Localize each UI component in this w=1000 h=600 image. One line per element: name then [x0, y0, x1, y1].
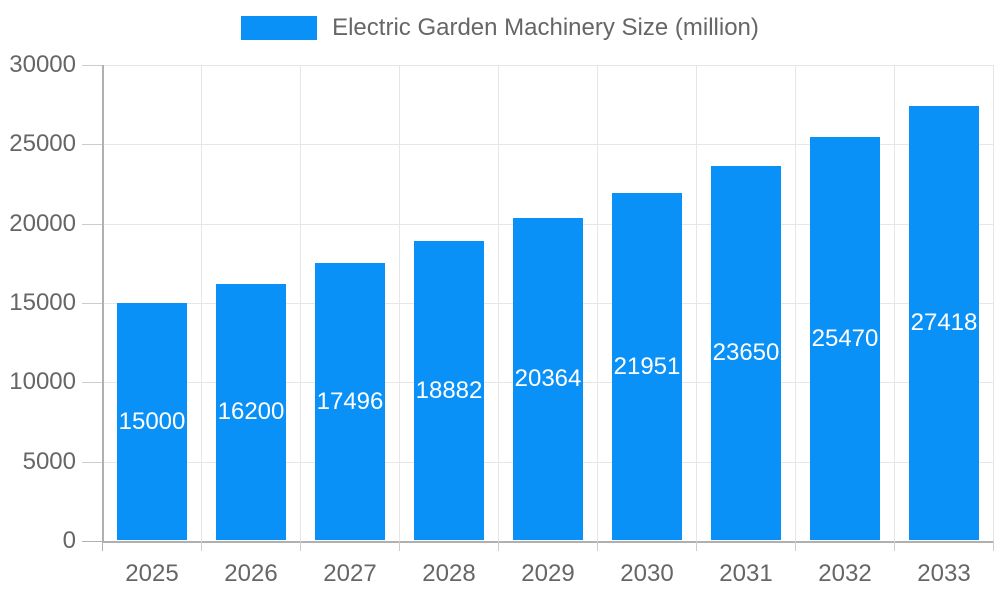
gridline-vertical [201, 65, 202, 541]
x-tick-mark [498, 541, 499, 551]
x-tick-label: 2025 [125, 560, 179, 587]
x-tick-label: 2030 [620, 560, 674, 587]
y-tick-label: 10000 [9, 368, 76, 395]
y-tick-mark [82, 462, 102, 463]
bar[interactable] [315, 263, 385, 540]
y-tick-label: 25000 [9, 130, 76, 157]
y-tick-mark [82, 65, 102, 66]
gridline-vertical [300, 65, 301, 541]
x-tick-label: 2029 [521, 560, 575, 587]
y-tick-mark [82, 382, 102, 383]
gridline-vertical [498, 65, 499, 541]
bar[interactable] [414, 241, 484, 540]
y-tick-mark [82, 303, 102, 304]
y-axis-line [102, 65, 104, 541]
x-tick-label: 2028 [422, 560, 476, 587]
gridline-horizontal [102, 144, 993, 145]
x-tick-label: 2031 [719, 560, 773, 587]
x-axis-line [102, 541, 993, 543]
y-tick-label: 20000 [9, 210, 76, 237]
x-tick-mark [201, 541, 202, 551]
x-tick-mark [102, 541, 103, 551]
y-tick-mark [82, 224, 102, 225]
bar-value-label: 20364 [514, 365, 582, 392]
y-tick-label: 0 [62, 527, 76, 554]
bar-value-label: 15000 [118, 408, 186, 435]
x-tick-mark [894, 541, 895, 551]
bar-value-label: 27418 [910, 309, 978, 336]
bar-value-label: 23650 [712, 339, 780, 366]
gridline-vertical [399, 65, 400, 541]
gridline-vertical [696, 65, 697, 541]
bar[interactable] [117, 303, 187, 540]
gridline-vertical [597, 65, 598, 541]
y-tick-mark [82, 541, 102, 542]
bar[interactable] [810, 137, 880, 540]
legend-swatch [241, 16, 318, 40]
y-tick-label: 30000 [9, 51, 76, 78]
x-tick-label: 2033 [917, 560, 971, 587]
x-tick-label: 2032 [818, 560, 872, 587]
x-tick-mark [300, 541, 301, 551]
bar-value-label: 17496 [316, 388, 384, 415]
y-tick-label: 5000 [22, 448, 76, 475]
gridline-horizontal [102, 65, 993, 66]
bar-value-label: 21951 [613, 353, 681, 380]
x-tick-mark [597, 541, 598, 551]
x-tick-mark [993, 541, 994, 551]
bar-value-label: 25470 [811, 325, 879, 352]
x-tick-label: 2026 [224, 560, 278, 587]
legend-label: Electric Garden Machinery Size (million) [332, 14, 759, 41]
y-tick-mark [82, 144, 102, 145]
gridline-vertical [894, 65, 895, 541]
x-tick-mark [399, 541, 400, 551]
bar-value-label: 18882 [415, 377, 483, 404]
bar[interactable] [513, 218, 583, 540]
bar[interactable] [216, 284, 286, 540]
y-tick-label: 15000 [9, 289, 76, 316]
chart-legend[interactable]: Electric Garden Machinery Size (million) [0, 14, 1000, 42]
gridline-vertical [993, 65, 994, 541]
bar[interactable] [711, 166, 781, 540]
gridline-vertical [795, 65, 796, 541]
bar-value-label: 16200 [217, 398, 285, 425]
x-tick-label: 2027 [323, 560, 377, 587]
bar[interactable] [909, 106, 979, 540]
x-tick-mark [795, 541, 796, 551]
x-tick-mark [696, 541, 697, 551]
bar[interactable] [612, 193, 682, 540]
